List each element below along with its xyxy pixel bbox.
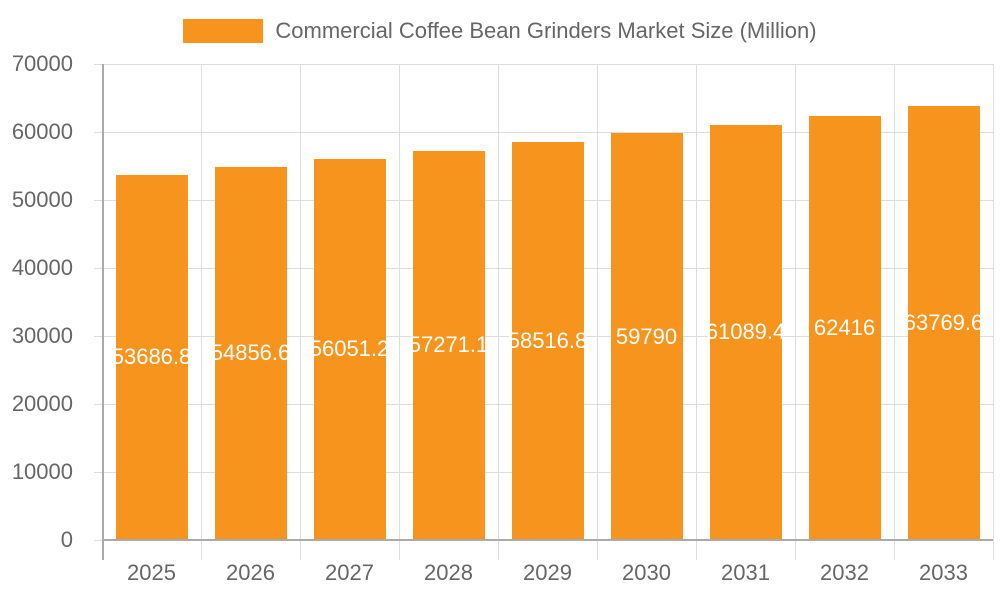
bar-2030[interactable]: [610, 133, 683, 539]
bar-value-label: 59790: [615, 323, 678, 349]
bar-value-label: 53686.8: [111, 344, 192, 370]
x-tick-label: 2031: [721, 560, 770, 585]
bar-value-label: 63769.6: [903, 310, 984, 336]
gridline-vertical: [894, 64, 895, 560]
gridline-vertical: [696, 64, 697, 560]
bar-value-label: 61089.4: [705, 319, 786, 345]
x-tick-label: 2026: [226, 560, 275, 585]
gridline-horizontal: [94, 132, 993, 133]
plot-area: 0 10000 20000 30000 40000 50000 60000 70000 5368…: [12, 51, 994, 585]
gridline-vertical: [201, 64, 202, 560]
y-tick-label: 0: [60, 527, 73, 552]
x-tick-label: 2033: [919, 560, 968, 585]
bar-2025[interactable]: [115, 174, 188, 539]
y-tick-label: 30000: [11, 323, 73, 348]
gridline-vertical: [597, 64, 598, 560]
bar-value-label: 58516.8: [507, 328, 588, 354]
y-tick-label: 10000: [11, 459, 73, 484]
x-axis: [102, 539, 993, 541]
y-tick-label: 20000: [11, 391, 73, 416]
gridline-horizontal: [94, 64, 993, 65]
x-tick-label: 2025: [127, 560, 176, 585]
bar-2028[interactable]: [412, 150, 485, 539]
x-tick-label: 2027: [325, 560, 374, 585]
bar-value-label: 62416: [813, 314, 876, 340]
bar-2031[interactable]: [709, 124, 782, 539]
gridline-vertical: [795, 64, 796, 560]
bar-2027[interactable]: [313, 158, 386, 539]
x-tick-label: 2032: [820, 560, 869, 585]
legend-swatch: [183, 19, 264, 43]
x-tick-label: 2029: [523, 560, 572, 585]
bar-2032[interactable]: [808, 115, 881, 539]
gridline-vertical: [498, 64, 499, 560]
y-tick-label: 40000: [11, 255, 73, 280]
bar-2029[interactable]: [511, 142, 584, 539]
bar-value-label: 56051.2: [309, 336, 390, 362]
gridline-vertical: [300, 64, 301, 560]
legend-label: Commercial Coffee Bean Grinders Market S…: [275, 18, 817, 43]
y-axis: [102, 64, 104, 560]
bar-value-label: 57271.1: [408, 332, 489, 358]
gridline-vertical: [993, 64, 994, 560]
y-tick-label: 60000: [11, 119, 73, 144]
x-tick-label: 2028: [424, 560, 473, 585]
chart-legend[interactable]: Commercial Coffee Bean Grinders Market S…: [0, 18, 1000, 44]
gridline-vertical: [399, 64, 400, 560]
x-tick-label: 2030: [622, 560, 671, 585]
y-tick-label: 50000: [11, 187, 73, 212]
bar-2033[interactable]: [907, 106, 980, 539]
y-tick-label: 70000: [11, 51, 73, 76]
bar-2026[interactable]: [214, 166, 287, 539]
bar-value-label: 54856.6: [210, 340, 291, 366]
